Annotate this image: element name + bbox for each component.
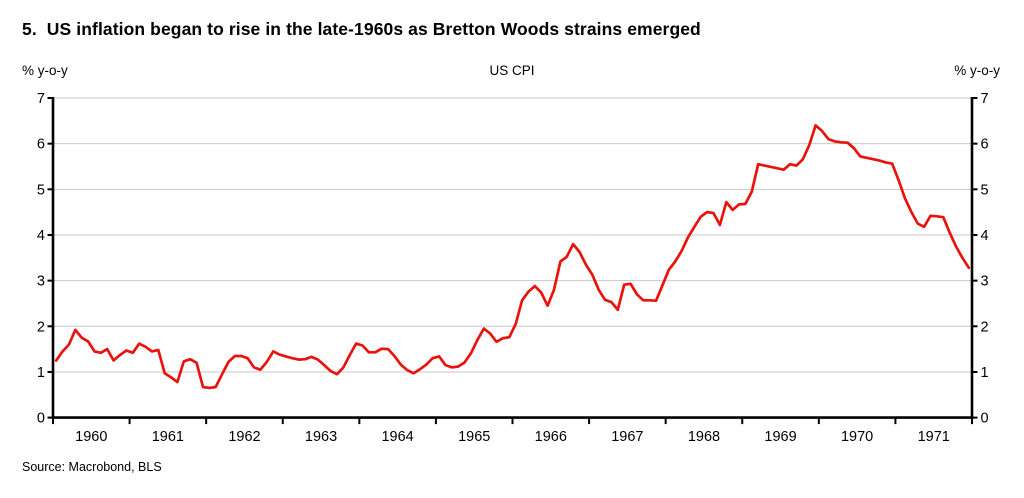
y-tick-label-left: 2 [37,319,45,335]
y-tick-label-right: 1 [981,365,989,381]
y-tick-label-left: 5 [37,182,45,198]
x-tick-label: 1960 [75,429,107,445]
cpi-line-series [54,124,971,390]
x-tick-label: 1962 [228,429,260,445]
y-tick-label-left: 7 [37,91,45,107]
y-tick-label-left: 4 [37,228,45,244]
source-note: Source: Macrobond, BLS [22,460,162,474]
x-tick-label: 1964 [381,429,413,445]
chart-title-number: 5. [22,19,37,39]
right-axis-unit-label: % y-o-y [954,63,1000,78]
x-tick-label: 1969 [764,429,796,445]
x-tick-label: 1961 [152,429,184,445]
y-tick-label-left: 1 [37,365,45,381]
x-tick-label: 1966 [535,429,567,445]
x-tick-label: 1963 [305,429,337,445]
x-tick-label: 1971 [918,429,950,445]
y-tick-label-right: 3 [981,274,989,290]
y-tick-label-right: 7 [981,91,989,107]
x-tick-label: 1970 [841,429,873,445]
left-axis-unit-label: % y-o-y [22,63,68,78]
y-tick-label-right: 5 [981,182,989,198]
x-tick-label: 1968 [688,429,720,445]
x-tick-label: 1967 [611,429,643,445]
y-tick-label-left: 0 [37,411,45,427]
y-tick-label-left: 6 [37,137,45,153]
chart-title-text: US inflation began to rise in the late-1… [46,19,701,39]
chart-title: 5. US inflation began to rise in the late… [22,19,701,40]
y-tick-label-left: 3 [37,274,45,290]
x-tick-label: 1965 [458,429,490,445]
y-tick-label-right: 4 [981,228,989,244]
chart-subtitle: US CPI [489,63,535,78]
y-tick-label-right: 2 [981,319,989,335]
y-tick-label-right: 6 [981,137,989,153]
y-tick-label-right: 0 [981,411,989,427]
